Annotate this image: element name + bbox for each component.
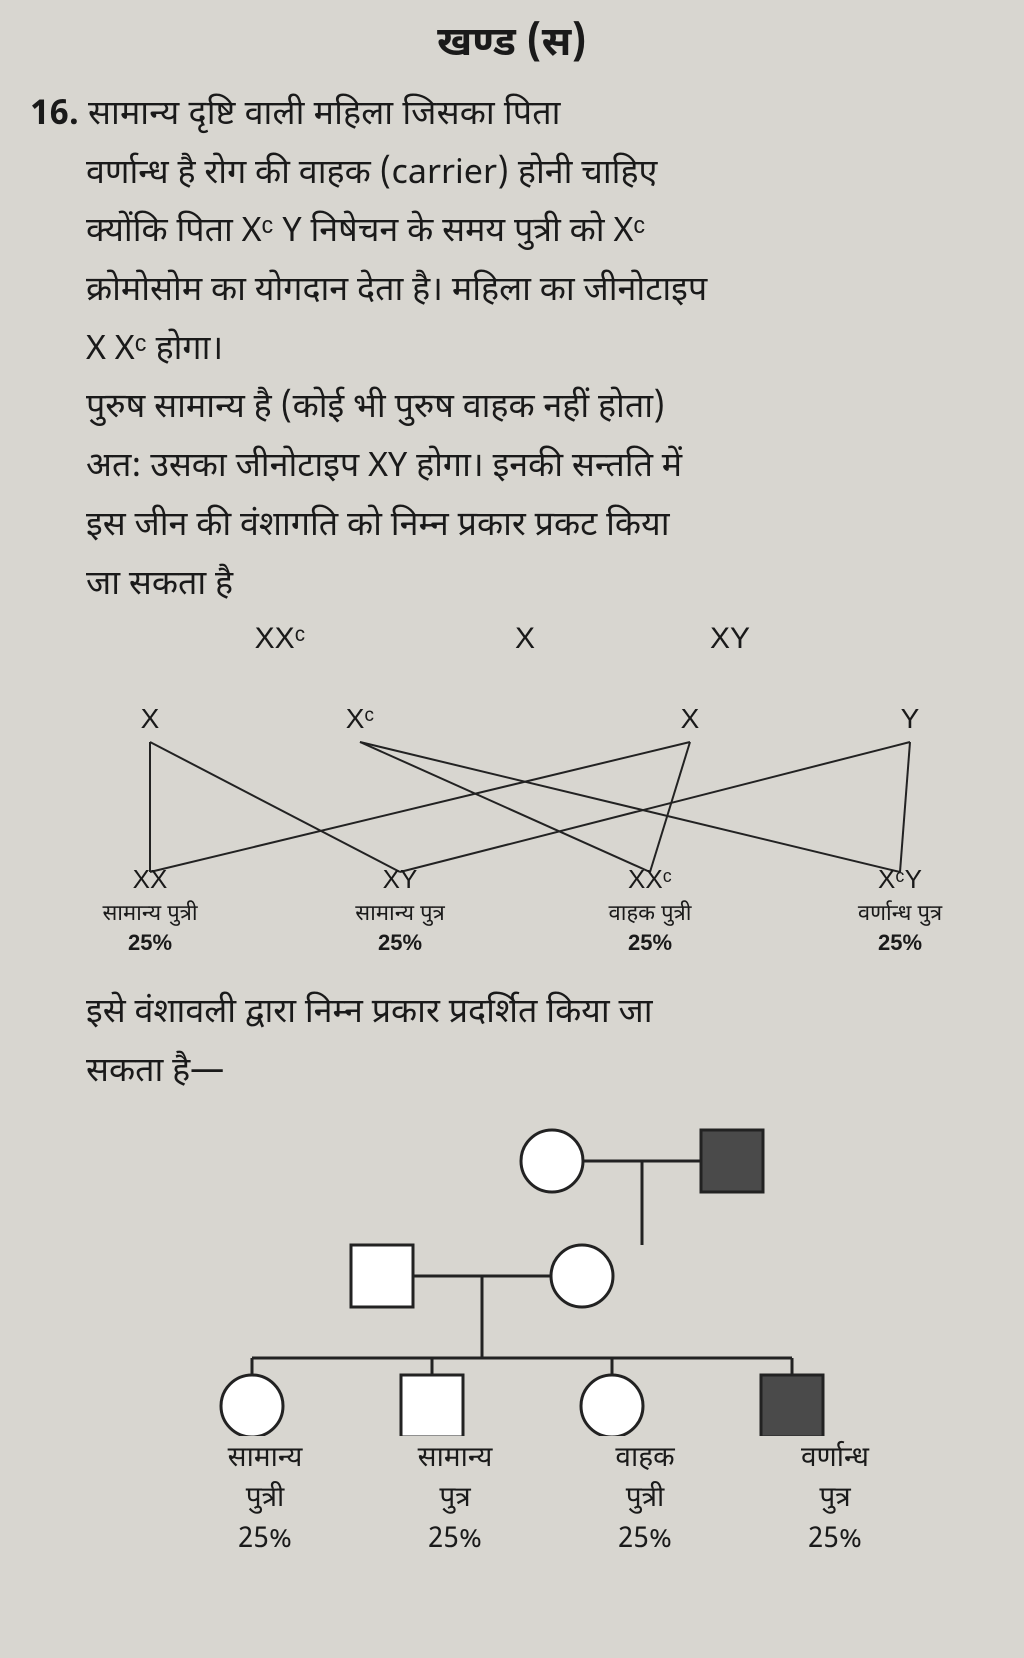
svg-text:सामान्य पुत्री: सामान्य पुत्री [102,900,197,926]
section-title: खण्ड (स) [30,20,994,72]
question-line: जा सकता है [30,560,994,613]
svg-text:XY: XY [710,622,750,655]
question-number: 16. [30,94,79,138]
gamete-cross-diagram: XXᶜXXYXXᶜXYXXसामान्य पुत्री25%XYसामान्य … [30,618,990,978]
between-text-line1: इसे वंशावली द्वारा निम्न प्रकार प्रदर्शि… [30,988,994,1041]
svg-text:25%: 25% [628,930,672,955]
pedigree-offspring-label: वाहकपुत्री25% [550,1440,740,1562]
pedigree-diagram [32,1106,992,1436]
svg-text:25%: 25% [378,930,422,955]
question-line: अत: उसका जीनोटाइप XY होगा। इनकी सन्तति म… [30,442,994,495]
svg-text:X: X [141,703,160,734]
question-line: सामान्य दृष्टि वाली महिला जिसका पिता [88,94,561,138]
svg-text:सामान्य पुत्र: सामान्य पुत्र [355,900,445,926]
question-line: वर्णान्ध है रोग की वाहक (carrier) होनी च… [30,149,994,202]
question-line: पुरुष सामान्य है (कोई भी पुरुष वाहक नहीं… [30,383,994,436]
svg-text:X: X [681,703,700,734]
question-line: इस जीन की वंशागति को निम्न प्रकार प्रकट … [30,501,994,554]
svg-text:Xᶜ: Xᶜ [346,703,375,734]
svg-text:XXᶜ: XXᶜ [255,622,306,655]
svg-text:Y: Y [901,703,920,734]
question-line: क्योंकि पिता Xᶜ Y निषेचन के समय पुत्री क… [30,207,994,260]
svg-text:25%: 25% [128,930,172,955]
question-line: क्रोमोसोम का योगदान देता है। महिला का जी… [30,266,994,319]
svg-text:XᶜY: XᶜY [878,864,922,894]
pedigree-offspring-label: वर्णान्धपुत्र25% [740,1440,930,1562]
between-text-line2: सकता है— [30,1047,994,1100]
pedigree-offspring-label: सामान्यपुत्र25% [360,1440,550,1562]
svg-text:वाहक पुत्री: वाहक पुत्री [609,900,692,926]
pedigree-labels-row: सामान्यपुत्री25%सामान्यपुत्र25%वाहकपुत्र… [170,1440,930,1562]
pedigree-offspring-label: सामान्यपुत्री25% [170,1440,360,1562]
question-block: 16. सामान्य दृष्टि वाली महिला जिसका पिता… [30,90,994,612]
svg-text:XX: XX [133,864,168,894]
svg-text:XXᶜ: XXᶜ [628,864,672,894]
svg-text:XY: XY [383,864,418,894]
svg-text:वर्णान्ध पुत्र: वर्णान्ध पुत्र [858,900,943,926]
question-line: X Xᶜ होगा। [30,325,994,378]
svg-text:25%: 25% [878,930,922,955]
svg-text:X: X [515,622,535,655]
